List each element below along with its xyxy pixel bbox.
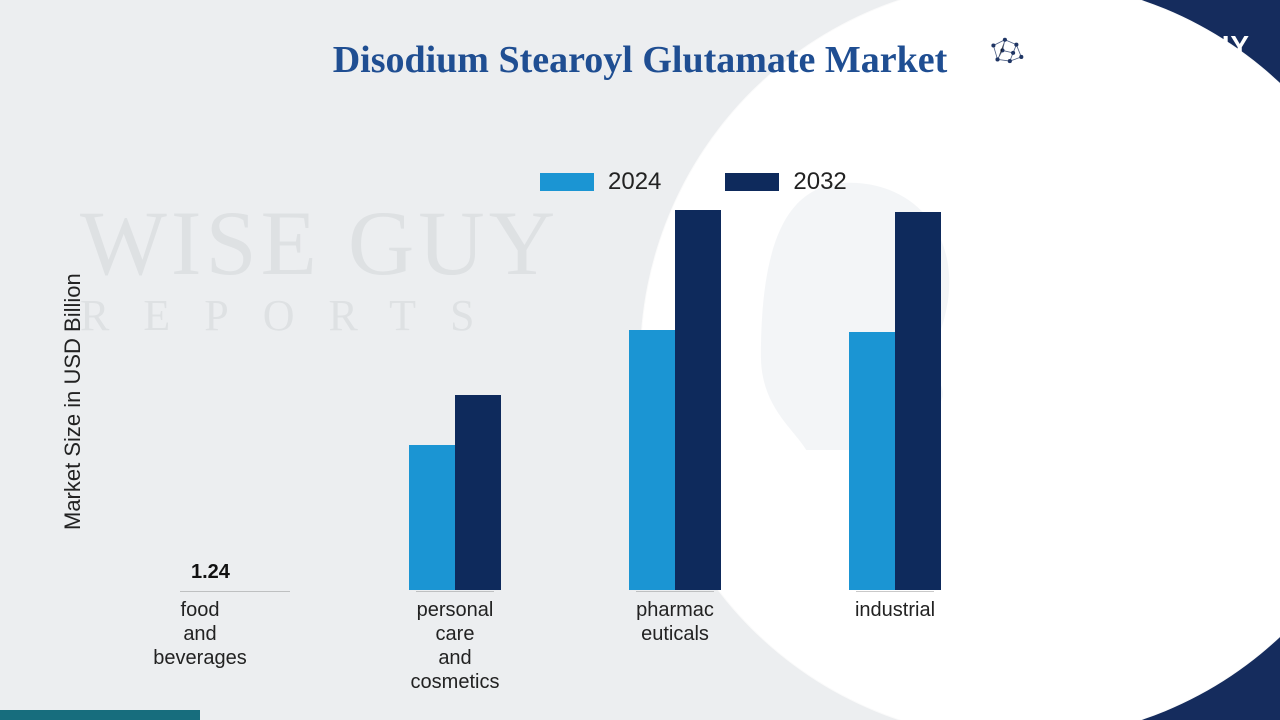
chart-stage: WISE GUY REPORTS Disodium Stearoyl Gluta… — [0, 0, 1280, 720]
bar-2024 — [629, 330, 675, 590]
value-label: 1.24 — [191, 561, 230, 584]
logo-bottom: REPORTS — [1102, 64, 1250, 77]
tick-line — [180, 591, 290, 592]
legend-swatch-2024 — [540, 173, 594, 191]
bar-2032 — [675, 210, 721, 590]
logo-top: WISE GUY — [1102, 32, 1250, 60]
logo-word-wise: WISE — [1102, 30, 1178, 61]
bar-2024 — [409, 445, 455, 590]
bar-2032 — [455, 395, 501, 590]
legend-swatch-2032 — [725, 173, 779, 191]
tick-line — [636, 591, 714, 592]
category-label: pharmaceuticals — [590, 598, 760, 646]
logo-head-icon — [968, 20, 1050, 112]
bar-2024 — [849, 332, 895, 590]
bottom-strip — [0, 710, 200, 720]
brand-logo: WISE GUY REPORTS — [1102, 32, 1250, 77]
chart-title: Disodium Stearoyl Glutamate Market — [0, 38, 1280, 82]
y-axis-label: Market Size in USD Billion — [60, 273, 86, 530]
chart-area: 1.24foodandbeveragespersonalcareandcosme… — [120, 190, 990, 590]
bar-2032 — [895, 212, 941, 590]
category-label: foodandbeverages — [125, 598, 275, 670]
category-label: personalcareandcosmetics — [380, 598, 530, 694]
tick-line — [856, 591, 934, 592]
logo-word-guy: GUY — [1186, 30, 1250, 61]
category-label: industrial — [820, 598, 970, 622]
tick-line — [416, 591, 494, 592]
